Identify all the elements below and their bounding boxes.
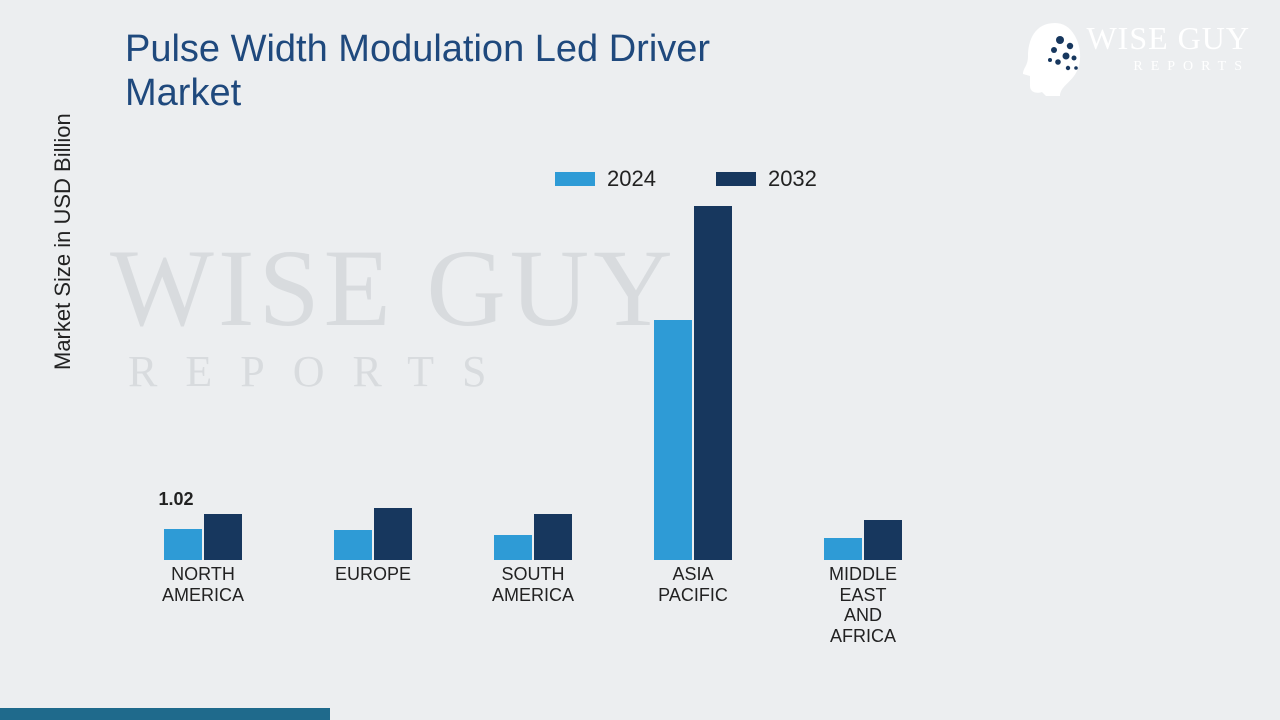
- brand-line1: WISE GUY: [1086, 20, 1250, 57]
- bar-2024: [824, 538, 862, 561]
- legend-item-2024: 2024: [555, 166, 656, 192]
- y-axis-label: Market Size in USD Billion: [50, 113, 76, 370]
- brand-line2: REPORTS: [1086, 59, 1250, 75]
- bar-2032: [534, 514, 572, 561]
- category-label: MIDDLEEASTANDAFRICA: [788, 564, 938, 647]
- bar-2024: [164, 529, 202, 560]
- bar-2024: [494, 535, 532, 561]
- bar-2024: [334, 530, 372, 560]
- plot-area: 1.02: [108, 200, 958, 560]
- legend-swatch-2032: [716, 172, 756, 186]
- category-label: SOUTHAMERICA: [458, 564, 608, 605]
- bar-2032: [374, 508, 412, 561]
- category-label: ASIAPACIFIC: [618, 564, 768, 605]
- legend-swatch-2024: [555, 172, 595, 186]
- category-label: EUROPE: [298, 564, 448, 585]
- bar-2024: [654, 320, 692, 560]
- category-label: NORTHAMERICA: [128, 564, 278, 605]
- legend-item-2032: 2032: [716, 166, 817, 192]
- legend-label-2024: 2024: [607, 166, 656, 192]
- bar-chart: 1.02: [108, 200, 958, 560]
- bar-2032: [864, 520, 902, 561]
- bar-2032: [204, 514, 242, 561]
- brand-head-icon: [1020, 18, 1090, 98]
- bottom-accent-bar: [0, 708, 330, 720]
- brand-logo: WISE GUY REPORTS: [1086, 20, 1250, 75]
- page-title: Pulse Width Modulation Led Driver Market: [125, 28, 805, 115]
- legend: 2024 2032: [555, 166, 817, 192]
- bar-2032: [694, 206, 732, 560]
- value-label: 1.02: [146, 489, 206, 510]
- legend-label-2032: 2032: [768, 166, 817, 192]
